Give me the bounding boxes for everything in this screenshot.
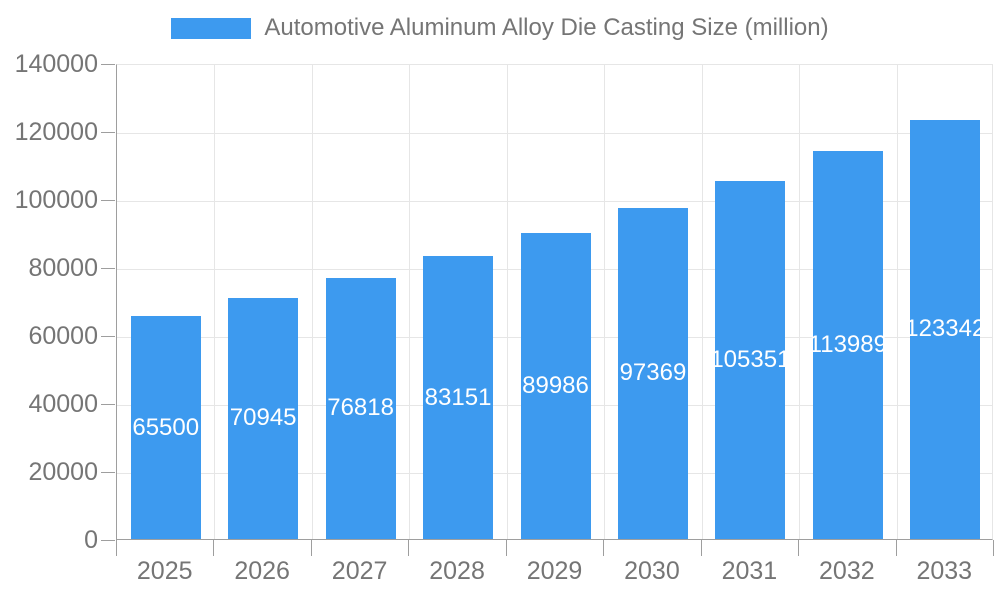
bar-value-label: 70945 [229,404,297,432]
legend-item[interactable]: Automotive Aluminum Alloy Die Casting Si… [171,14,829,42]
y-axis-tick [101,200,115,201]
y-axis-label: 120000 [14,118,98,146]
bar-2026: 70945 [228,297,299,539]
y-axis-label: 80000 [28,254,98,282]
bar-2033: 123342 [905,119,985,539]
gridline-vertical [604,65,606,539]
bar-2032: 113989 [809,151,887,539]
gridline-vertical [409,65,411,539]
bar-2029: 89986 [520,233,591,539]
gridline-vertical [214,65,216,539]
y-axis-tick [101,64,115,65]
x-axis-label: 2029 [526,557,583,585]
gridline-vertical [799,65,801,539]
y-axis-tick [101,472,115,473]
x-axis-tick [213,540,215,556]
bar-value-label: 105351 [710,345,791,373]
gridline-vertical [701,65,703,539]
bar-2030: 97369 [617,207,688,539]
y-axis-label: 140000 [14,50,98,78]
bar-value-label: 97369 [619,359,687,387]
x-axis-tick [505,540,507,556]
bar-2025: 65500 [130,316,201,539]
bar-2027: 76818 [325,277,396,539]
x-axis-label: 2032 [819,557,875,585]
y-axis-tick [101,336,115,337]
bar-value-label: 89986 [522,372,589,400]
bar-value-label: 113989 [808,331,887,359]
x-axis-label: 2027 [331,557,388,585]
x-axis-label: 2030 [624,557,680,585]
y-axis-tick [101,540,115,541]
x-axis-label: 2033 [916,557,973,585]
bar-2031: 105351 [710,180,790,539]
x-axis-tick [408,540,410,556]
plot-area: 65500 70945 76818 83151 89986 97369 105351 1139… [116,64,993,540]
legend-label: Automotive Aluminum Alloy Die Casting Si… [264,14,829,41]
x-axis-tick [993,540,994,556]
x-axis-tick [603,540,605,556]
y-axis-tick [101,132,115,133]
y-axis-label: 20000 [28,458,98,486]
x-axis-tick [310,540,312,556]
gridline-vertical [506,65,508,539]
y-axis-label: 100000 [14,186,98,214]
x-axis-tick [798,540,800,556]
gridline-vertical [896,65,898,539]
bar-value-label: 76818 [327,394,394,422]
chart-legend: Automotive Aluminum Alloy Die Casting Si… [0,14,1000,42]
gridline-horizontal [117,133,992,134]
gridline-vertical [311,65,313,539]
legend-swatch [171,17,252,39]
x-axis-label: 2026 [234,557,290,585]
bar-value-label: 65500 [132,413,200,441]
bar-2028: 83151 [423,256,494,539]
bar-value-label: 83151 [424,383,492,411]
y-axis-label: 40000 [28,390,98,418]
x-axis-tick [895,540,897,556]
y-axis-tick [101,268,115,269]
gridline-horizontal [117,201,992,202]
x-axis-label: 2025 [136,557,193,585]
x-axis-tick [116,540,117,556]
bar-value-label: 123342 [905,315,986,343]
y-axis-label: 60000 [28,322,98,350]
x-axis-label: 2031 [721,557,778,585]
y-axis-tick [101,404,115,405]
x-axis-label: 2028 [429,557,485,585]
x-axis-tick [700,540,702,556]
y-axis-label: 0 [84,526,98,554]
